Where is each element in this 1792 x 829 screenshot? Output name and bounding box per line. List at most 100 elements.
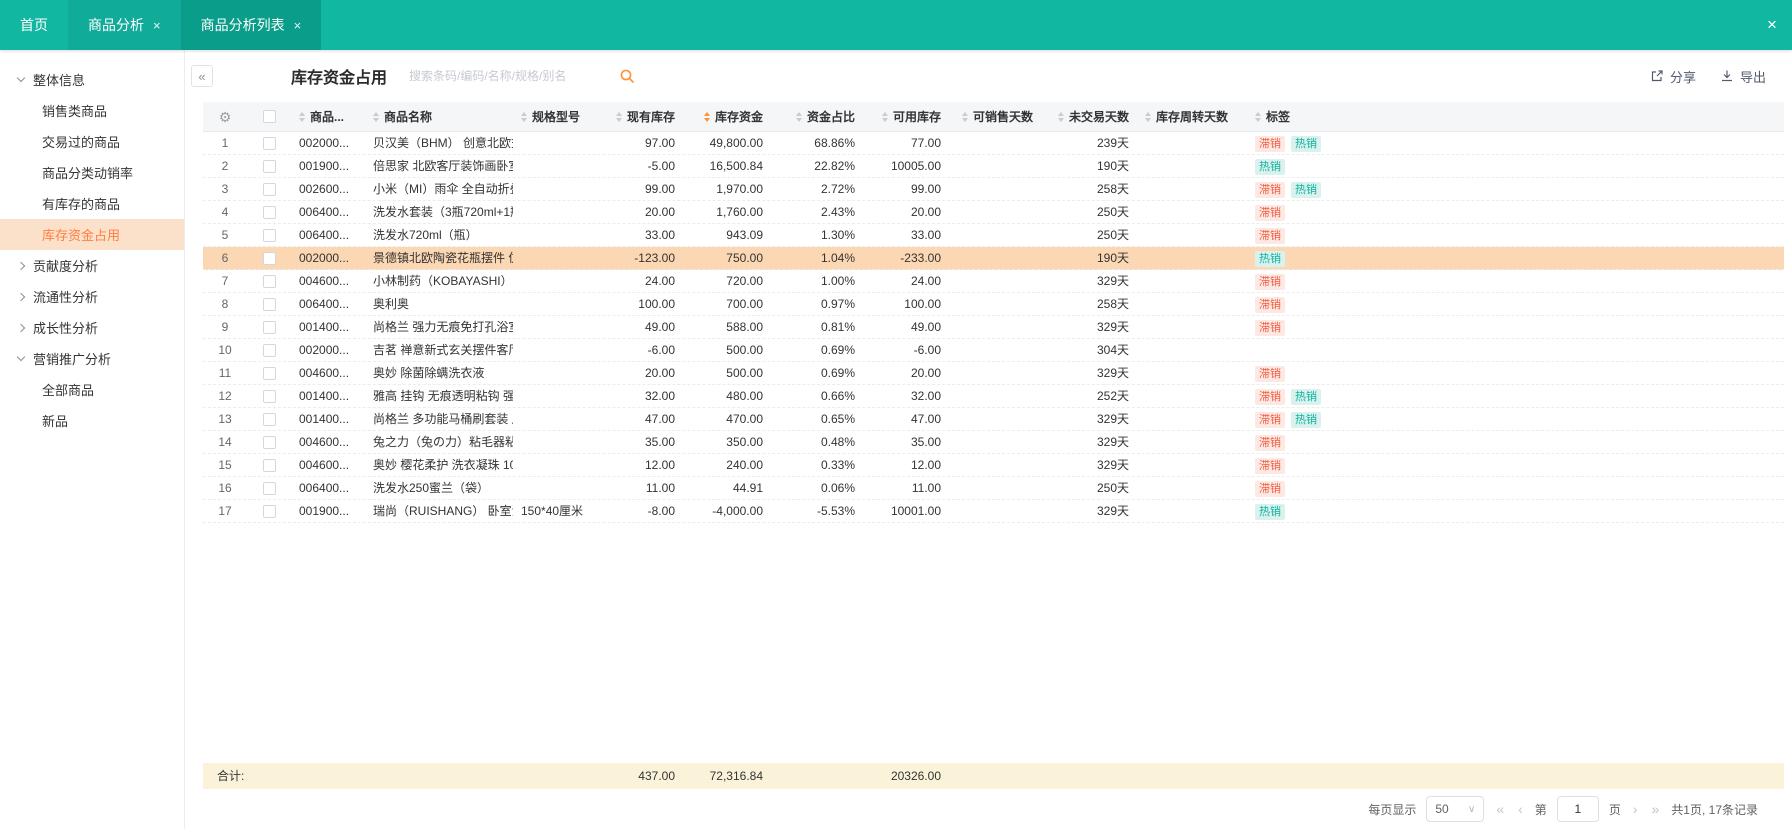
- column-header-spec[interactable]: 规格型号: [513, 108, 603, 125]
- column-header-sellable_days[interactable]: 可销售天数: [949, 108, 1041, 125]
- column-header-check[interactable]: [247, 110, 291, 123]
- sort-carets-icon[interactable]: [1145, 111, 1151, 122]
- table-row[interactable]: 9 001400... 尚格兰 强力无痕免打孔浴室 49.00 588.00 0.81% 4…: [203, 316, 1784, 339]
- sort-carets-icon[interactable]: [881, 111, 888, 122]
- sort-carets-icon[interactable]: [1255, 111, 1261, 122]
- row-checkbox[interactable]: [262, 275, 276, 289]
- cell-name: 景德镇北欧陶瓷花瓶摆件 仿: [373, 251, 513, 265]
- row-checkbox[interactable]: [262, 344, 276, 358]
- table-row[interactable]: 10 002000... 吉茗 禅意新式玄关摆件客厅 -6.00 500.00 0.69%…: [203, 339, 1784, 362]
- select-all-checkbox[interactable]: [262, 110, 276, 123]
- export-button[interactable]: 导出: [1720, 67, 1766, 86]
- row-checkbox[interactable]: [262, 459, 276, 473]
- row-checkbox[interactable]: [262, 229, 276, 243]
- cell-available: 47.00: [910, 412, 941, 426]
- sidebar-item-成长性分析[interactable]: 成长性分析: [0, 312, 184, 343]
- column-header-code[interactable]: 商品...: [291, 108, 365, 125]
- sidebar-item-营销推广分析[interactable]: 营销推广分析: [0, 343, 184, 374]
- sidebar-collapse-button[interactable]: «: [191, 65, 213, 87]
- sidebar-item-label: 全部商品: [42, 383, 95, 398]
- table-row[interactable]: 8 006400... 奥利奥 100.00 700.00 0.97% 100.00 258天…: [203, 293, 1784, 316]
- table-row[interactable]: 11 004600... 奥妙 除菌除螨洗衣液 20.00 500.00 0.69% 20.…: [203, 362, 1784, 385]
- row-checkbox[interactable]: [262, 252, 276, 266]
- row-checkbox[interactable]: [262, 206, 276, 220]
- table-row[interactable]: 3 002600... 小米（MI）雨伞 全自动折叠 99.00 1,970.00 2.7…: [203, 178, 1784, 201]
- sort-carets-icon[interactable]: [703, 111, 710, 122]
- cell-code: 006400...: [299, 297, 350, 311]
- table-row[interactable]: 15 004600... 奥妙 樱花柔护 洗衣凝珠 10 12.00 240.00 0.3…: [203, 454, 1784, 477]
- table-row[interactable]: 16 006400... 洗发水250蜜兰（袋） 11.00 44.91 0.06% 11.…: [203, 477, 1784, 500]
- row-checkbox[interactable]: [262, 183, 276, 197]
- column-header-stock[interactable]: 现有库存: [603, 108, 683, 125]
- column-header-available[interactable]: 可用库存: [863, 108, 949, 125]
- cell-name: 洗发水720ml（瓶）: [373, 228, 478, 242]
- row-checkbox[interactable]: [262, 298, 276, 312]
- page-size-select[interactable]: 50 ∨: [1426, 796, 1485, 822]
- row-checkbox[interactable]: [262, 137, 276, 151]
- sort-carets-icon[interactable]: [521, 111, 527, 122]
- sort-carets-icon[interactable]: [299, 111, 305, 122]
- last-page-button[interactable]: »: [1651, 801, 1660, 817]
- sidebar-item-交易过的商品[interactable]: 交易过的商品: [0, 126, 184, 157]
- search-icon[interactable]: [619, 68, 635, 84]
- table-row[interactable]: 5 006400... 洗发水720ml（瓶） 33.00 943.09 1.30% 33.…: [203, 224, 1784, 247]
- sort-carets-icon[interactable]: [615, 111, 622, 122]
- window-close-icon[interactable]: ×: [1767, 15, 1777, 34]
- row-checkbox[interactable]: [262, 160, 276, 174]
- cell-ratio: 22.82%: [814, 159, 855, 173]
- tab-close-icon[interactable]: ×: [293, 17, 302, 33]
- sidebar-item-新品[interactable]: 新品: [0, 405, 184, 436]
- column-header-turnover_days[interactable]: 库存周转天数: [1137, 108, 1247, 125]
- row-index: 9: [221, 320, 229, 334]
- search-input[interactable]: [407, 68, 612, 84]
- row-checkbox[interactable]: [262, 390, 276, 404]
- cell-tags: 滞销: [1247, 270, 1784, 292]
- row-checkbox[interactable]: [262, 436, 276, 450]
- sort-down-icon: [521, 117, 527, 122]
- share-button[interactable]: 分享: [1650, 67, 1696, 86]
- row-checkbox[interactable]: [262, 505, 276, 519]
- column-header-ratio[interactable]: 资金占比: [771, 108, 863, 125]
- column-header-index[interactable]: ⚙: [203, 110, 247, 124]
- tab-首页[interactable]: 首页: [0, 0, 68, 50]
- row-checkbox[interactable]: [262, 321, 276, 335]
- sidebar-item-库存资金占用[interactable]: 库存资金占用: [0, 219, 184, 250]
- sort-carets-icon[interactable]: [795, 111, 802, 122]
- sidebar-item-贡献度分析[interactable]: 贡献度分析: [0, 250, 184, 281]
- column-header-capital[interactable]: 库存资金: [683, 108, 771, 125]
- table-row[interactable]: 12 001400... 雅高 挂钩 无痕透明粘钩 强 32.00 480.00 0.66…: [203, 385, 1784, 408]
- sort-carets-icon[interactable]: [961, 111, 968, 122]
- tab-商品分析[interactable]: 商品分析 ×: [68, 0, 181, 50]
- sidebar-item-流通性分析[interactable]: 流通性分析: [0, 281, 184, 312]
- table-row[interactable]: 14 004600... 兔之力（兔の力）粘毛器粘 35.00 350.00 0.48% 3…: [203, 431, 1784, 454]
- table-row[interactable]: 17 001900... 瑞尚（RUISHANG） 卧室浴 150*40厘米 -8.00…: [203, 500, 1784, 523]
- row-checkbox[interactable]: [262, 413, 276, 427]
- cell-untraded-days: 329天: [1096, 366, 1129, 380]
- sidebar-item-销售类商品[interactable]: 销售类商品: [0, 95, 184, 126]
- sidebar-item-商品分类动销率[interactable]: 商品分类动销率: [0, 157, 184, 188]
- first-page-button[interactable]: «: [1496, 801, 1505, 817]
- gear-icon[interactable]: ⚙: [218, 109, 232, 124]
- row-checkbox[interactable]: [262, 482, 276, 496]
- table-row[interactable]: 2 001900... 倍思家 北欧客厅装饰画卧室 -5.00 16,500.84 22.…: [203, 155, 1784, 178]
- next-page-button[interactable]: ›: [1632, 801, 1638, 817]
- cell-untraded-days: 258天: [1096, 182, 1129, 196]
- table-row[interactable]: 13 001400... 尚格兰 多功能马桶刷套装 月 47.00 470.00 0.65…: [203, 408, 1784, 431]
- table-row[interactable]: 6 002000... 景德镇北欧陶瓷花瓶摆件 仿 -123.00 750.00 1.04…: [203, 247, 1784, 270]
- table-row[interactable]: 7 004600... 小林制药（KOBAYASHI）日 24.00 720.00 1.0…: [203, 270, 1784, 293]
- sidebar-item-整体信息[interactable]: 整体信息: [0, 64, 184, 95]
- table-row[interactable]: 1 002000... 贝汉美（BHM） 创意北欧式 97.00 49,800.00 68…: [203, 132, 1784, 155]
- table-row[interactable]: 4 006400... 洗发水套装（3瓶720ml+1瓶 20.00 1,760.00 2…: [203, 201, 1784, 224]
- sidebar-item-有库存的商品[interactable]: 有库存的商品: [0, 188, 184, 219]
- column-header-tags[interactable]: 标签: [1247, 108, 1784, 125]
- sort-carets-icon[interactable]: [1057, 111, 1064, 122]
- sidebar-item-全部商品[interactable]: 全部商品: [0, 374, 184, 405]
- tab-商品分析列表[interactable]: 商品分析列表 ×: [180, 0, 322, 50]
- column-header-name[interactable]: 商品名称: [365, 108, 513, 125]
- prev-page-button[interactable]: ‹: [1518, 801, 1523, 817]
- page-number-input[interactable]: [1556, 796, 1599, 822]
- sort-carets-icon[interactable]: [373, 111, 379, 122]
- row-checkbox[interactable]: [262, 367, 276, 381]
- column-header-untraded_days[interactable]: 未交易天数: [1041, 108, 1137, 125]
- tab-close-icon[interactable]: ×: [153, 17, 161, 33]
